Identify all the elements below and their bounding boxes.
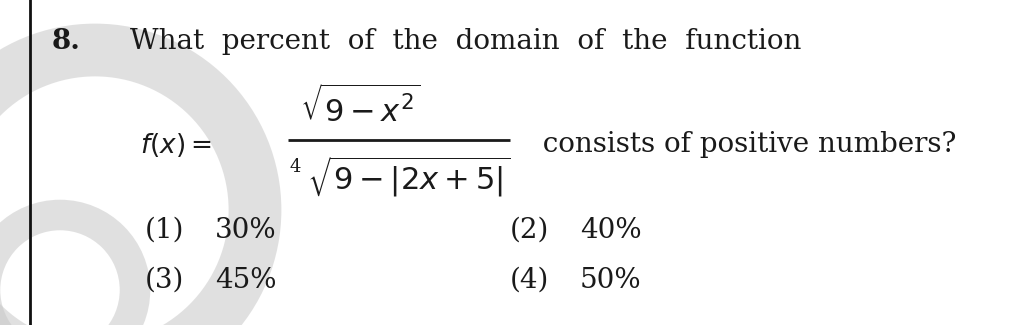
Text: 8.: 8. <box>52 28 81 55</box>
Text: (1): (1) <box>145 216 184 243</box>
Text: $f(x)=$: $f(x)=$ <box>140 131 212 159</box>
Text: 45%: 45% <box>215 266 276 293</box>
Text: 40%: 40% <box>580 216 642 243</box>
Text: $\sqrt{9-|2x+5|}$: $\sqrt{9-|2x+5|}$ <box>307 154 511 200</box>
Text: (2): (2) <box>510 216 549 243</box>
Text: (3): (3) <box>145 266 184 293</box>
Text: 50%: 50% <box>580 266 642 293</box>
Text: What  percent  of  the  domain  of  the  function: What percent of the domain of the functi… <box>130 28 802 55</box>
Text: (4): (4) <box>510 266 549 293</box>
Text: $\sqrt{9-x^2}$: $\sqrt{9-x^2}$ <box>300 86 421 128</box>
Text: consists of positive numbers?: consists of positive numbers? <box>525 132 956 159</box>
Text: 4: 4 <box>290 158 301 176</box>
Text: 30%: 30% <box>215 216 276 243</box>
